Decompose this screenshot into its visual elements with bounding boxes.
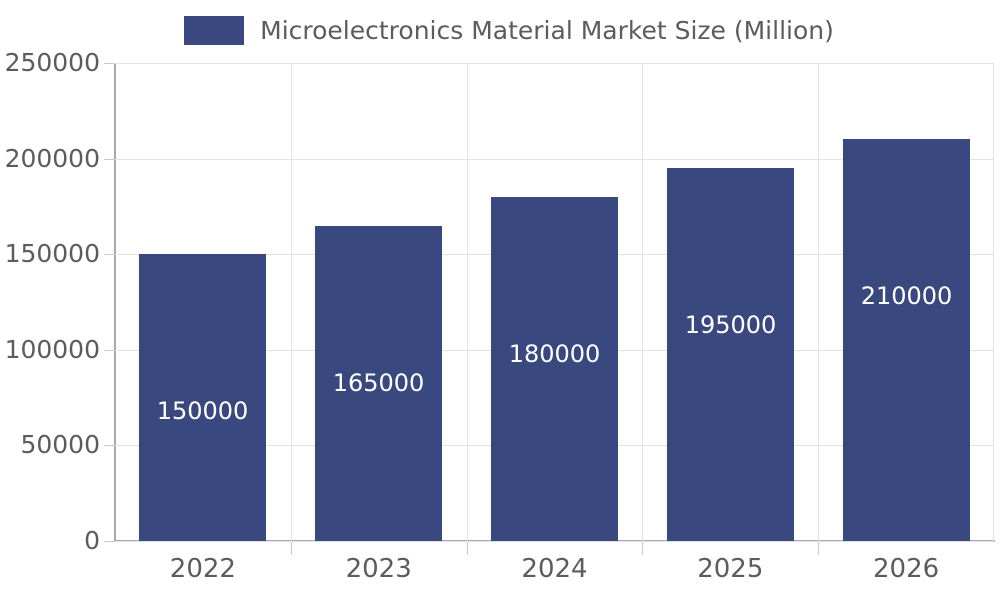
x-tick-mark [467,542,468,555]
x-tick-label-2024: 2024 [521,554,588,584]
chart-legend: Microelectronics Material Market Size (M… [0,8,1000,52]
bar-value-label-2024: 180000 [508,339,601,368]
legend-item[interactable]: Microelectronics Material Market Size (M… [184,15,834,45]
bar-2026[interactable] [843,139,970,541]
y-tick-mark [104,541,115,542]
gridline-horizontal [115,158,994,160]
x-tick-label-2025: 2025 [697,554,764,584]
x-tick-label-2022: 2022 [169,554,236,584]
legend-color-swatch [184,15,245,45]
x-tick-label-2026: 2026 [873,554,940,584]
y-tick-mark [104,158,115,160]
y-tick-label: 200000 [4,143,100,173]
y-tick-label: 150000 [4,239,100,269]
bar-value-label-2022: 150000 [156,397,249,426]
y-tick-mark [104,445,115,447]
y-tick-label: 250000 [4,48,100,77]
bar-2022[interactable] [139,254,266,541]
gridline-vertical [818,63,819,541]
bar-2023[interactable] [315,225,442,541]
y-tick-mark [104,63,115,64]
bar-value-label-2026: 210000 [860,282,953,311]
plot-right-border [993,63,994,541]
gridline-vertical [291,63,292,541]
bar-2024[interactable] [491,196,618,541]
y-tick-label: 50000 [20,430,100,460]
y-tick-mark [104,349,115,351]
gridline-horizontal [115,63,994,64]
y-tick-label: 0 [84,526,100,555]
x-tick-mark [642,542,643,555]
gridline-vertical [642,63,643,541]
bar-value-label-2023: 165000 [332,368,425,397]
gridline-vertical [467,63,468,541]
y-tick-label: 100000 [4,334,100,364]
bar-2025[interactable] [667,168,794,541]
x-tick-mark [818,542,819,555]
gridline-horizontal [115,541,994,542]
x-tick-label-2023: 2023 [345,554,412,584]
y-axis-line [114,63,116,542]
plot-area: 150000 165000 180000 195000 210000 [115,63,994,542]
legend-label: Microelectronics Material Market Size (M… [260,15,834,45]
x-tick-mark [291,542,292,555]
y-tick-mark [104,254,115,256]
bar-value-label-2025: 195000 [684,311,777,340]
